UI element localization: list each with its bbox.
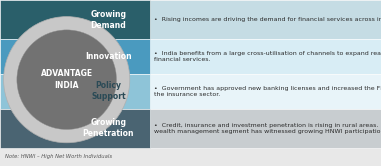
- Text: •  Government has approved new banking licenses and increased the FDI limit in
t: • Government has approved new banking li…: [154, 86, 381, 97]
- Ellipse shape: [3, 17, 130, 143]
- Bar: [0, 74, 381, 109]
- Bar: [0, 109, 150, 148]
- Bar: [0, 74, 150, 109]
- Bar: [0, 0, 150, 39]
- Text: •  Rising incomes are driving the demand for financial services across income br: • Rising incomes are driving the demand …: [154, 17, 381, 22]
- Text: Innovation: Innovation: [85, 52, 132, 61]
- Ellipse shape: [17, 30, 117, 129]
- Text: •  India benefits from a large cross-utilisation of channels to expand reach of
: • India benefits from a large cross-util…: [154, 51, 381, 62]
- Bar: [0, 39, 150, 74]
- Text: •  Credit, insurance and investment penetration is rising in rural areas. Moreov: • Credit, insurance and investment penet…: [154, 123, 381, 134]
- Text: ADVANTAGE
INDIA: ADVANTAGE INDIA: [41, 69, 93, 90]
- Bar: [0, 109, 381, 148]
- Text: Growing
Penetration: Growing Penetration: [83, 118, 134, 138]
- Text: Policy
Support: Policy Support: [91, 81, 126, 101]
- Text: Note: HNWI – High Net Worth Individuals: Note: HNWI – High Net Worth Individuals: [5, 154, 112, 159]
- Bar: [0, 0, 381, 39]
- Bar: [0, 39, 381, 74]
- Text: Growing
Demand: Growing Demand: [90, 10, 126, 30]
